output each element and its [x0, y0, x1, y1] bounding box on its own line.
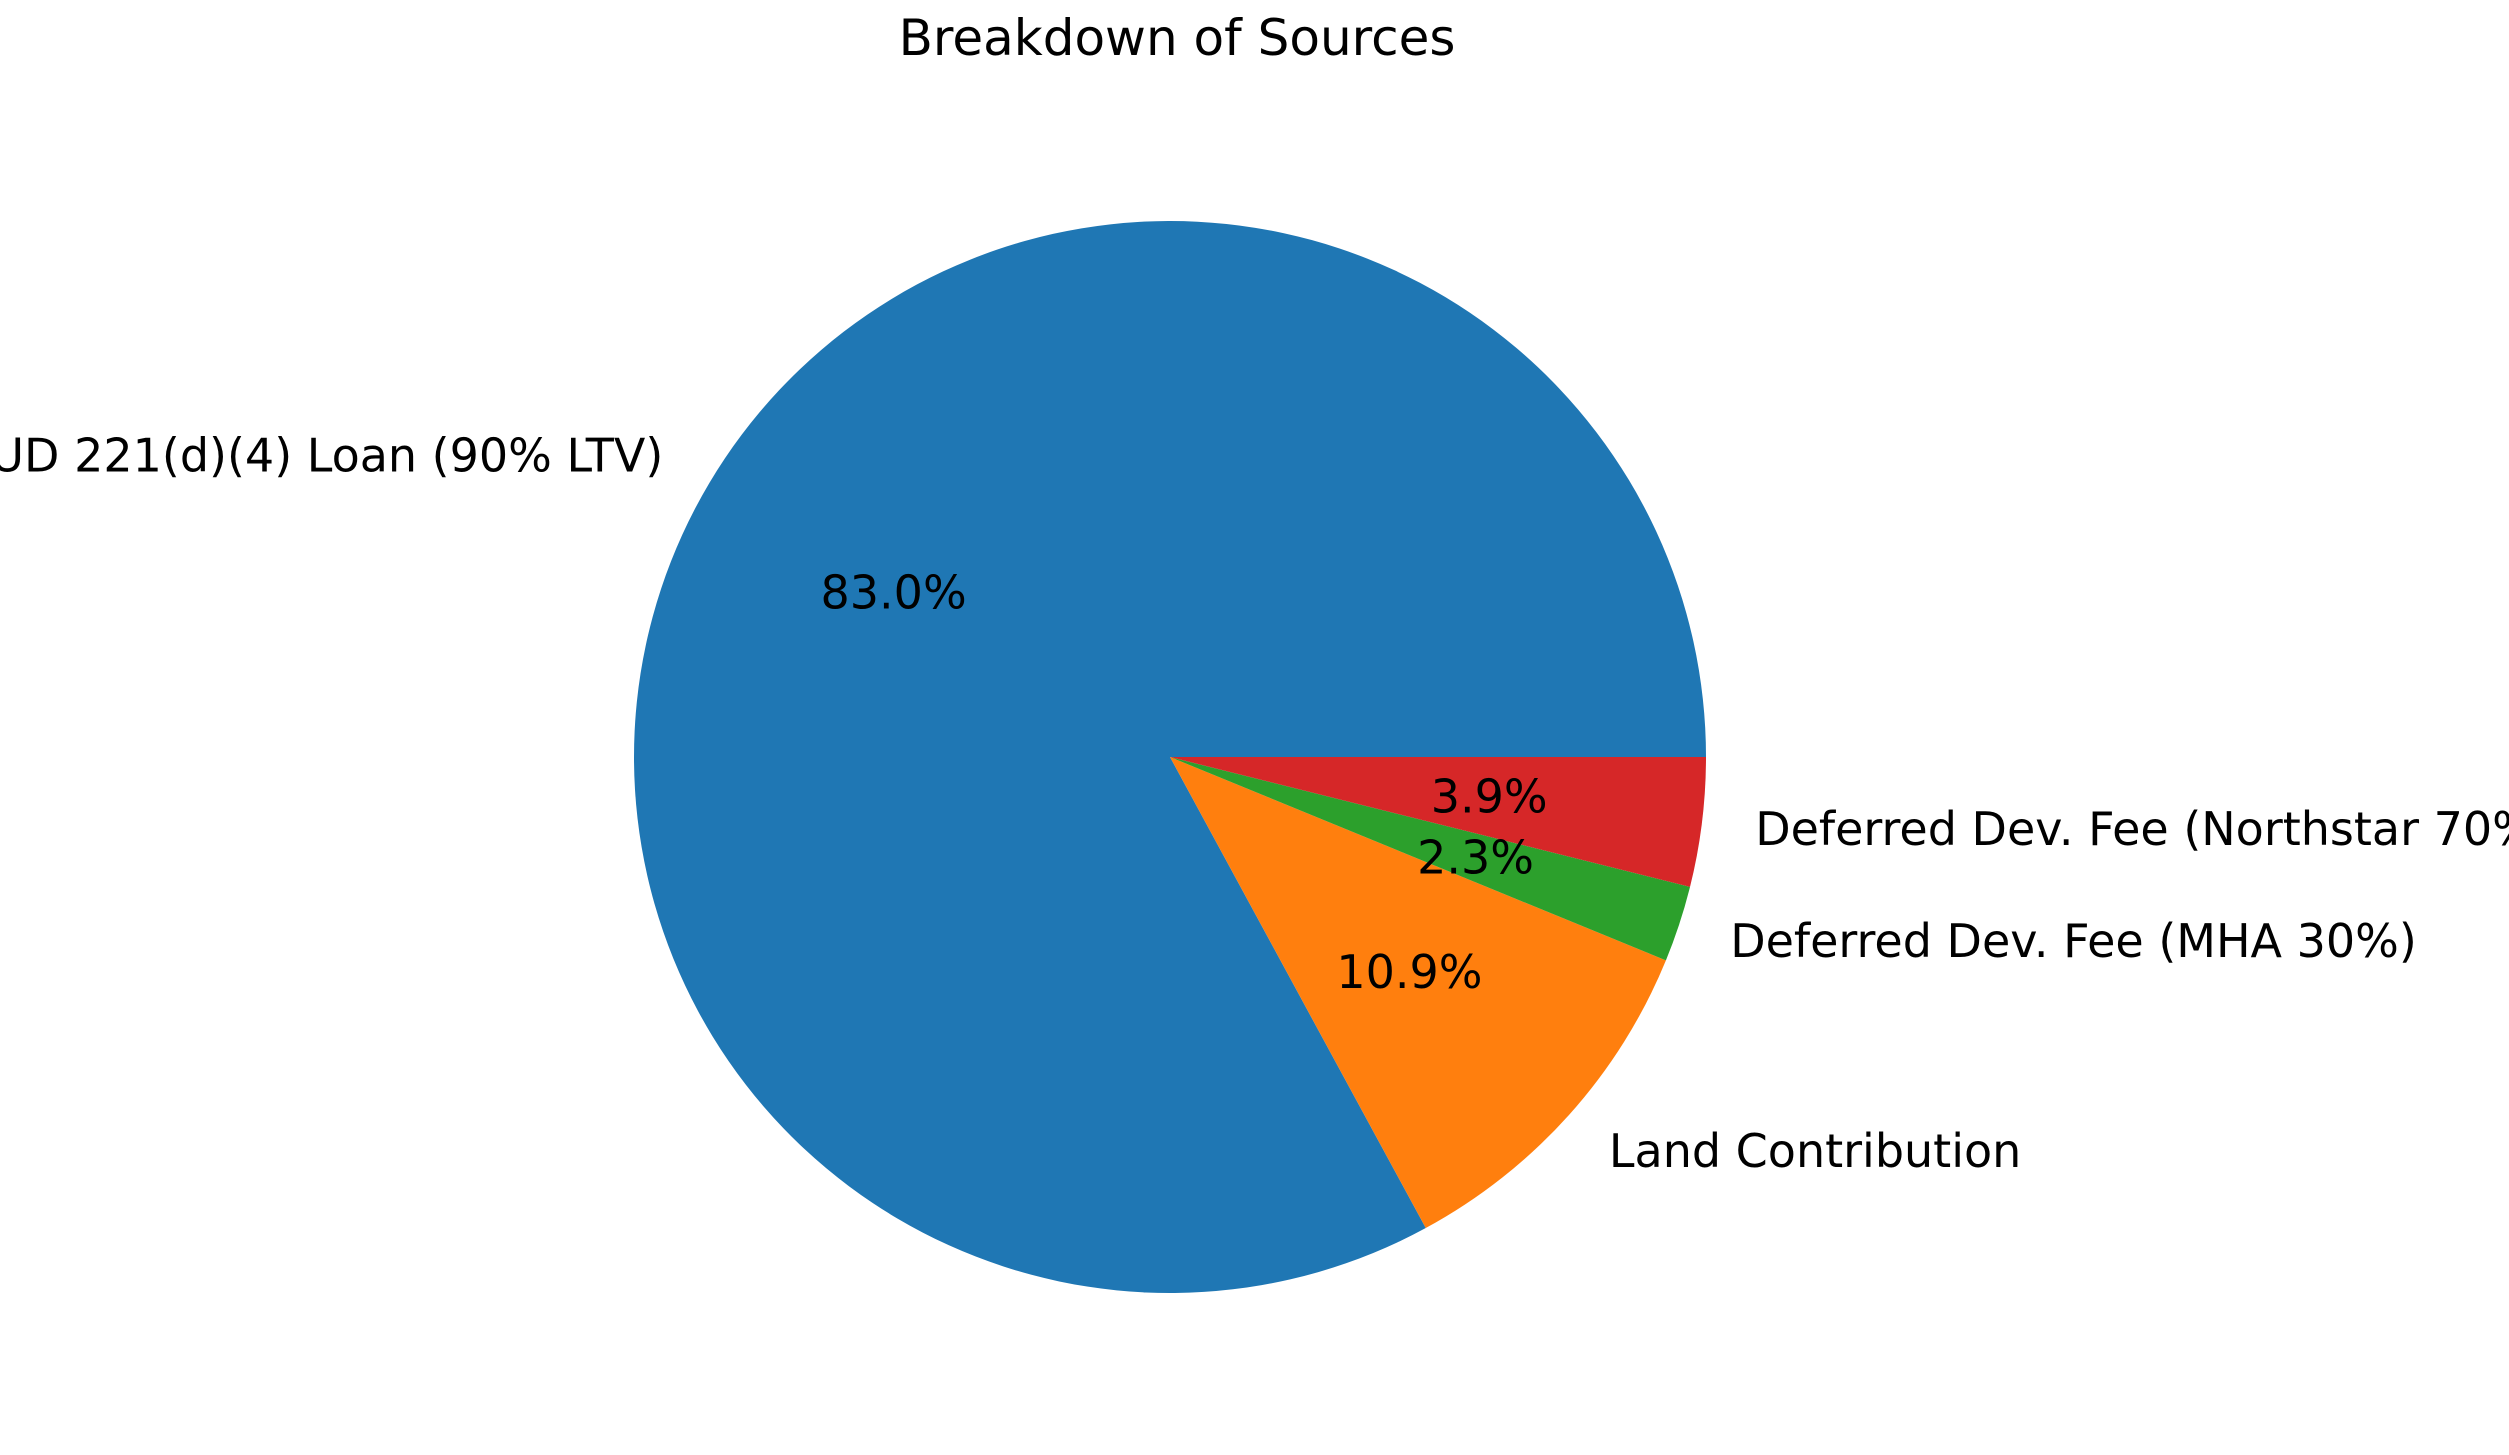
pct-label-deferred-fee-mha: 2.3% [1417, 830, 1534, 884]
pie-slice-land-contribution [1170, 757, 1666, 1229]
pct-label-hud-loan: 83.0% [821, 566, 967, 620]
pie-slice-deferred-fee-mha [1170, 757, 1691, 961]
pct-label-deferred-fee-northstar: 3.9% [1431, 769, 1548, 823]
pie-slice-hud-loan [634, 221, 1707, 1294]
chart-title: Breakdown of Sources [898, 9, 1456, 67]
pie-slice-labels: HUD 221(d)(4) Loan (90% LTV) Land Contri… [0, 429, 2509, 1178]
slice-label-land-contribution: Land Contribution [1609, 1124, 2021, 1178]
pie-slice-deferred-fee-northstar [1170, 757, 1706, 887]
slice-label-hud-loan: HUD 221(d)(4) Loan (90% LTV) [0, 429, 663, 483]
slice-label-deferred-fee-northstar: Deferred Dev. Fee (Northstar 70%) [1755, 802, 2509, 856]
pie-slices [634, 221, 1707, 1294]
slice-label-deferred-fee-mha: Deferred Dev. Fee (MHA 30%) [1730, 914, 2417, 968]
pie-percentage-labels: 83.0% 10.9% 2.3% 3.9% [821, 566, 1548, 999]
pct-label-land-contribution: 10.9% [1336, 945, 1482, 999]
